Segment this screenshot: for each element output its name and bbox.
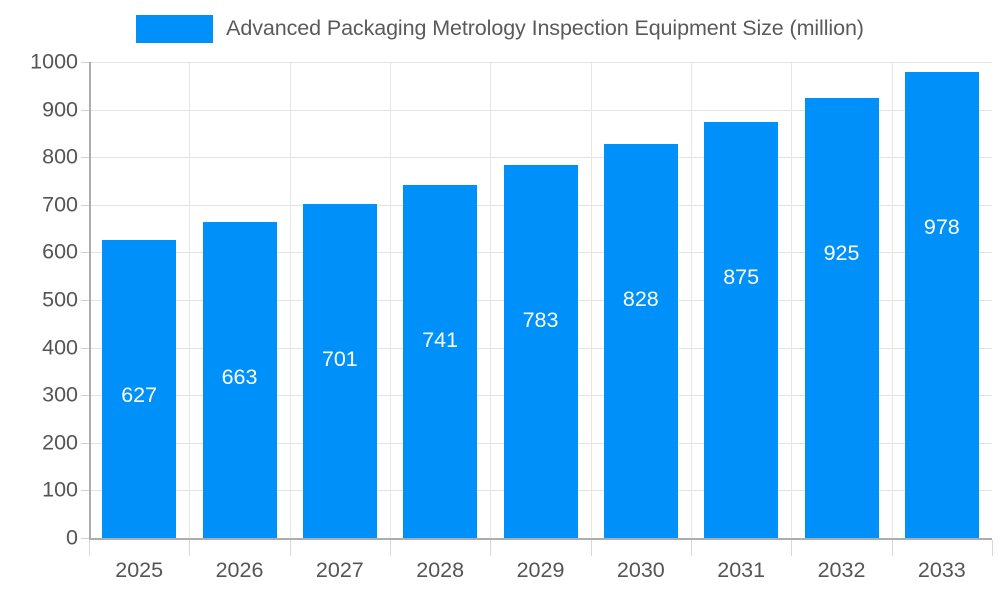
bar-value-label: 663 [221,365,258,390]
bar-value-label: 978 [923,215,960,240]
x-axis-tick-mark [490,540,491,556]
gridline-vertical [591,62,592,538]
y-axis-tick-mark [81,157,89,159]
y-axis-tick-mark [81,62,89,63]
y-axis-tick-label: 100 [42,477,78,502]
legend-color-swatch [136,15,214,43]
x-axis-tick-label: 2027 [315,558,364,582]
x-axis-tick-mark [591,540,592,556]
bar[interactable] [102,239,177,538]
y-axis-tick-label: 0 [66,525,78,550]
x-axis-tick-label: 2028 [416,558,465,582]
bar[interactable] [503,165,578,538]
x-axis-tick-label: 2033 [917,558,966,582]
y-axis-tick-mark [81,109,89,111]
gridline-vertical [390,62,391,538]
gridline-horizontal [89,157,992,159]
gridline-vertical [490,62,491,538]
gridline-vertical [791,62,792,538]
bar[interactable] [904,72,979,538]
bar[interactable] [202,222,277,538]
x-axis-tick-mark [892,540,893,556]
y-axis-tick-label: 900 [42,96,78,121]
y-axis-tick-label: 300 [42,382,78,407]
x-axis-tick-mark [691,540,692,556]
gridline-vertical [892,62,893,538]
legend-label: Advanced Packaging Metrology Inspection … [226,16,864,41]
plot-area: 627 663 701 741 783 828 875 925 978 [89,62,992,539]
bar[interactable] [403,185,478,538]
y-axis-labels: 1000 900 800 700 600 500 400 300 200 100 0 [0,0,78,600]
bar[interactable] [603,143,678,538]
x-axis-tick-label: 2030 [616,558,665,582]
chart-legend: Advanced Packaging Metrology Inspection … [0,0,1000,58]
legend-item[interactable]: Advanced Packaging Metrology Inspection … [136,15,864,43]
y-axis-tick-mark [81,538,89,539]
bar-value-label: 627 [121,382,158,407]
y-axis-tick-mark [81,347,89,349]
x-axis-tick-label: 2029 [516,558,565,582]
bar-value-label: 875 [723,264,760,289]
y-axis-tick-mark [81,252,89,254]
gridline-vertical [691,62,692,538]
y-axis-tick-mark [81,395,89,397]
y-axis-tick-label: 700 [42,192,78,217]
gridline-vertical [290,62,291,538]
y-axis-tick-label: 400 [42,334,78,359]
y-axis-tick-label: 600 [42,239,78,264]
x-axis-tick-mark [290,540,291,556]
y-axis-tick-label: 500 [42,287,78,312]
y-axis-tick-mark [81,442,89,444]
x-axis-tick-label: 2025 [115,558,164,582]
x-axis-tick-label: 2031 [717,558,766,582]
x-axis-tick-mark [89,540,90,556]
bar-value-label: 828 [622,286,659,311]
bar-value-label: 701 [321,347,358,372]
bar-value-label: 925 [823,240,860,265]
y-axis-line [89,62,91,539]
y-axis-tick-label: 1000 [30,49,78,74]
x-axis-tick-mark [189,540,190,556]
gridline-horizontal [89,109,992,111]
x-axis-tick-mark [791,540,792,556]
y-axis-tick-mark [81,300,89,301]
y-axis-tick-mark [81,204,89,206]
bar-value-label: 741 [422,328,459,353]
x-axis-tick-label: 2032 [817,558,866,582]
bar[interactable] [302,204,377,538]
bar[interactable] [804,97,879,538]
y-axis-tick-mark [81,490,89,492]
x-axis-tick-mark [390,540,391,556]
x-axis-tick-label: 2026 [215,558,264,582]
y-axis-tick-label: 800 [42,144,78,169]
x-axis-tick-mark [992,540,993,556]
bar-value-label: 783 [522,308,559,333]
bar[interactable] [704,121,779,538]
y-axis-tick-label: 200 [42,430,78,455]
x-axis-line [89,538,992,540]
gridline-vertical [189,62,190,538]
gridline-horizontal [89,62,992,63]
